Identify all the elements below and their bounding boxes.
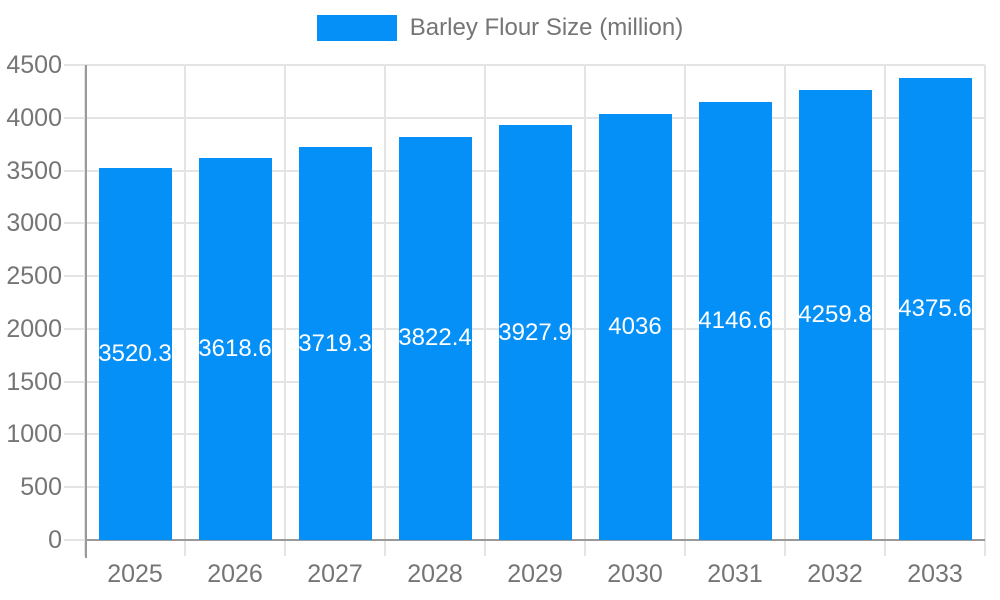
y-tick-label: 3500 — [6, 156, 62, 185]
y-tick-label: 4500 — [6, 51, 62, 79]
x-tick-label: 2025 — [107, 560, 163, 588]
x-tick-label: 2026 — [207, 560, 263, 588]
h-gridline — [64, 116, 985, 119]
legend[interactable]: Barley Flour Size (million) — [0, 14, 1000, 42]
v-gridline — [784, 65, 786, 556]
x-tick-label: 2033 — [907, 560, 963, 588]
bar-value-label: 4375.6 — [898, 295, 972, 323]
bar[interactable]: 3520.3 — [98, 168, 172, 540]
bar[interactable]: 4146.6 — [698, 102, 772, 540]
y-tick-label: 2500 — [6, 262, 62, 291]
x-tick-label: 2029 — [507, 560, 563, 588]
v-gridline — [684, 65, 686, 556]
bar[interactable]: 3927.9 — [498, 125, 572, 540]
v-gridline — [584, 65, 586, 556]
bar-value-label: 3520.3 — [98, 340, 172, 368]
y-tick-label: 2000 — [6, 314, 62, 343]
bar-value-label: 4036 — [608, 312, 662, 340]
v-gridline — [884, 65, 886, 556]
legend-swatch — [316, 15, 397, 41]
y-axis-line — [85, 65, 87, 558]
bar-value-label: 3927.9 — [498, 318, 572, 346]
x-tick-label: 2027 — [307, 560, 363, 588]
y-tick-label: 1000 — [6, 420, 62, 449]
h-gridline — [64, 64, 985, 66]
legend-label: Barley Flour Size (million) — [409, 14, 684, 41]
bar-value-label: 4259.8 — [798, 301, 872, 329]
bar[interactable]: 4375.6 — [898, 78, 972, 540]
y-tick-label: 1500 — [6, 367, 62, 396]
bar[interactable]: 4259.8 — [798, 90, 872, 540]
x-tick-label: 2031 — [707, 560, 763, 588]
v-gridline — [984, 65, 986, 556]
plot-area: 0 500 1000 1500 2000 2500 3000 3500 4000 4500 3520… — [6, 53, 986, 588]
bar-value-label: 3822.4 — [398, 324, 472, 352]
y-tick-label: 500 — [20, 473, 62, 502]
v-gridline — [384, 65, 386, 556]
x-tick-label: 2032 — [807, 560, 863, 588]
bar[interactable]: 3822.4 — [398, 136, 472, 540]
y-tick-label: 3000 — [6, 209, 62, 238]
v-gridline — [184, 65, 186, 556]
bar[interactable]: 3719.3 — [298, 147, 372, 540]
x-axis-line — [85, 539, 985, 541]
bar[interactable]: 4036 — [598, 113, 672, 540]
y-tick-label: 0 — [48, 526, 62, 554]
v-gridline — [484, 65, 486, 556]
y-tick-label: 4000 — [6, 103, 62, 132]
x-tick-label: 2028 — [407, 560, 463, 588]
bar-value-label: 3618.6 — [198, 335, 272, 363]
v-gridline — [284, 65, 286, 556]
bar[interactable]: 3618.6 — [198, 158, 272, 540]
bar-value-label: 3719.3 — [298, 329, 372, 357]
x-tick-label: 2030 — [607, 560, 663, 588]
bar-value-label: 4146.6 — [698, 307, 772, 335]
